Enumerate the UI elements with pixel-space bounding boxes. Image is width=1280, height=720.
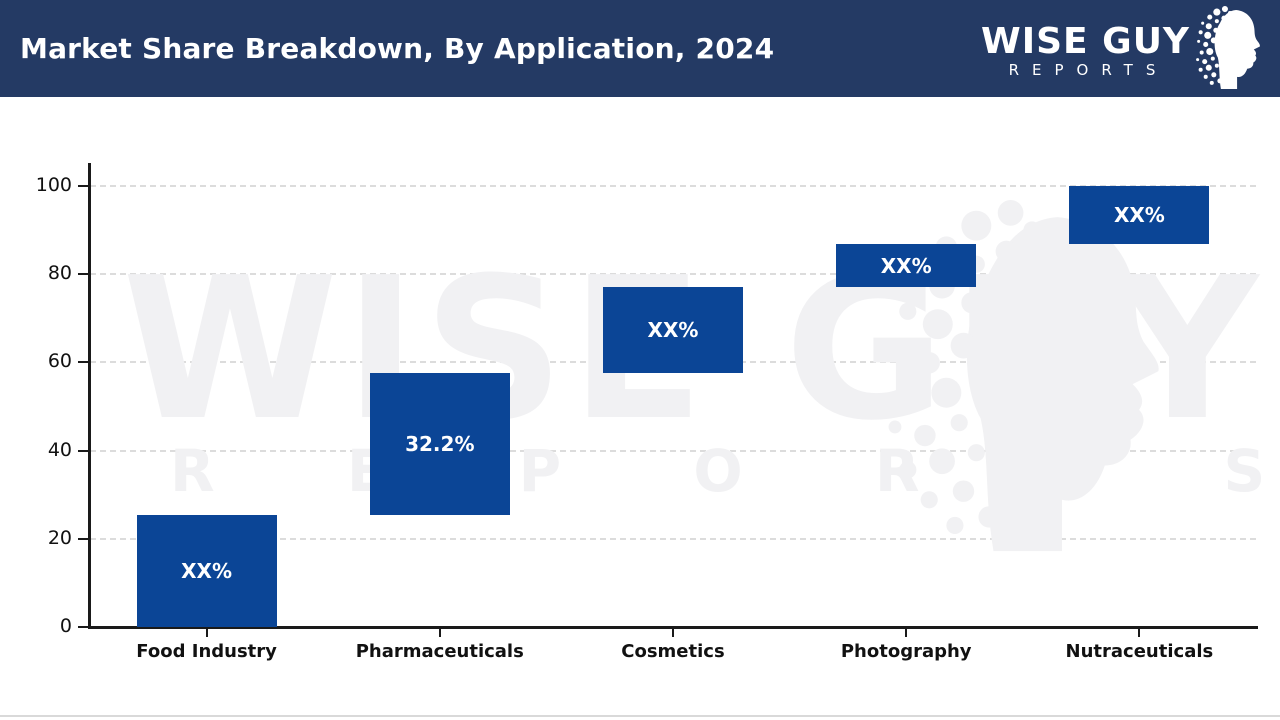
page-title: Market Share Breakdown, By Application, …: [20, 32, 775, 65]
x-tick-food-industry: [205, 629, 208, 637]
bar-value-label-nutraceuticals: XX%: [1113, 203, 1165, 228]
y-tick-label-100: 100: [35, 174, 72, 196]
y-tick-100: [78, 185, 89, 187]
gridline-20: [90, 537, 1256, 540]
category-label-photography: Photography: [840, 641, 972, 662]
category-label-food-industry: Food Industry: [136, 641, 277, 662]
y-tick-label-80: 80: [47, 262, 72, 285]
face-logo-icon: [1196, 6, 1260, 89]
bar-value-label-photography: XX%: [880, 253, 932, 278]
y-tick-label-0: 0: [59, 615, 72, 637]
logo-wordmark-line2: REPORTS: [1008, 61, 1169, 79]
bar-cosmetics: XX%: [603, 287, 743, 373]
bar-value-label-food-industry: XX%: [181, 558, 233, 583]
y-tick-60: [78, 361, 89, 364]
category-label-nutraceuticals: Nutraceuticals: [1065, 641, 1214, 662]
y-tick-80: [78, 273, 89, 276]
x-axis: [88, 626, 1258, 629]
y-tick-label-60: 60: [47, 350, 72, 373]
header-bar: Market Share Breakdown, By Application, …: [0, 0, 1280, 97]
y-tick-20: [78, 537, 89, 540]
y-tick-label-20: 20: [47, 526, 72, 549]
gridline-80: [90, 273, 1256, 276]
category-label-pharmaceuticals: Pharmaceuticals: [355, 641, 524, 662]
bar-food-industry: XX%: [136, 514, 277, 627]
bar-value-label-pharmaceuticals: 32.2%: [405, 431, 475, 456]
y-tick-40: [78, 449, 89, 452]
logo-wordmark: WISE GUY REPORTS: [981, 24, 1190, 78]
x-tick-pharmaceuticals: [438, 629, 441, 637]
x-tick-photography: [905, 629, 908, 637]
x-tick-nutraceuticals: [1138, 629, 1141, 637]
bar-photography: XX%: [836, 244, 977, 288]
y-axis: [88, 163, 91, 629]
category-label-cosmetics: Cosmetics: [621, 641, 725, 662]
gridline-40: [90, 449, 1256, 452]
bar-pharmaceuticals: 32.2%: [369, 372, 510, 515]
gridline-100: [90, 185, 1256, 187]
logo-wordmark-line1: WISE GUY: [980, 21, 1190, 62]
y-tick-label-40: 40: [47, 438, 72, 461]
y-tick-0: [78, 626, 89, 628]
x-tick-cosmetics: [672, 629, 674, 637]
bar-value-label-cosmetics: XX%: [647, 317, 699, 342]
bottom-divider: [0, 715, 1280, 717]
bar-nutraceuticals: XX%: [1069, 186, 1210, 245]
wise-guy-logo: WISE GUY REPORTS: [981, 6, 1266, 92]
